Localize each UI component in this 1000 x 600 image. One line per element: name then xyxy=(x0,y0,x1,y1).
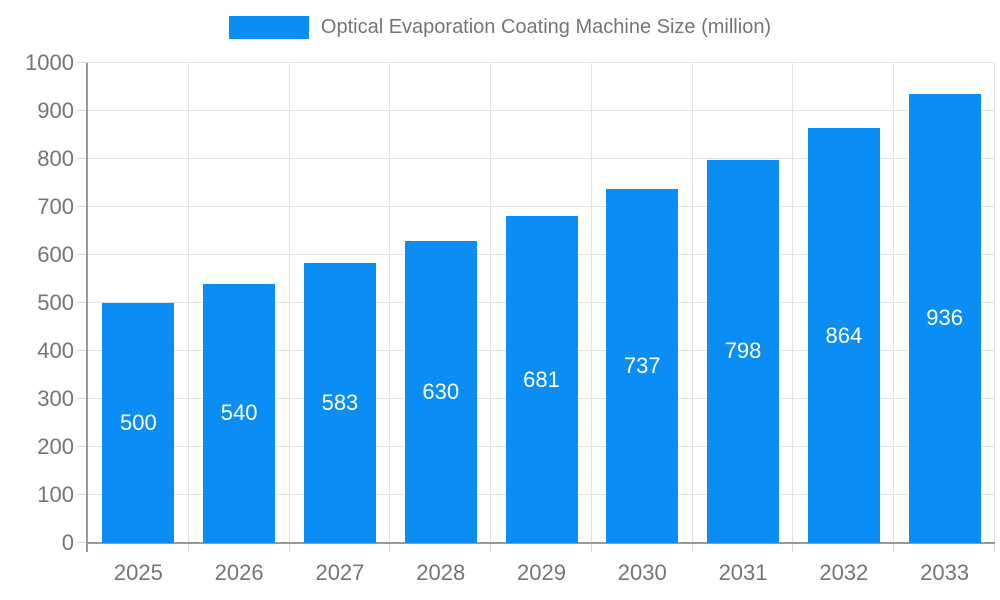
legend-swatch-icon xyxy=(228,16,309,39)
y-axis-tick xyxy=(78,62,88,63)
y-axis-tick xyxy=(78,206,88,207)
y-axis-label: 300 xyxy=(37,386,74,411)
bar-2027[interactable]: 583 xyxy=(303,263,376,543)
bar-2025[interactable]: 500 xyxy=(102,303,175,543)
bar-2031[interactable]: 798 xyxy=(707,159,780,543)
y-axis-label: 700 xyxy=(37,194,74,219)
y-axis-tick xyxy=(78,494,88,495)
y-axis-tick xyxy=(78,110,88,111)
y-axis-tick xyxy=(78,350,88,351)
x-gridline xyxy=(590,63,592,543)
x-axis-label: 2031 xyxy=(718,560,768,585)
bar-value-label: 540 xyxy=(220,400,258,426)
y-axis-label: 800 xyxy=(37,146,74,171)
y-gridline xyxy=(88,158,995,159)
y-axis-tick xyxy=(78,398,88,399)
x-axis-tick xyxy=(389,543,391,552)
x-axis-label: 2028 xyxy=(416,560,466,585)
y-axis-tick xyxy=(78,302,88,303)
y-gridline xyxy=(88,206,995,207)
bar-2033[interactable]: 936 xyxy=(908,93,981,543)
y-axis-label: 500 xyxy=(37,290,74,315)
y-axis-tick xyxy=(78,446,88,447)
bar-value-label: 798 xyxy=(724,338,762,364)
y-axis-label: 0 xyxy=(61,530,74,555)
x-axis-tick xyxy=(187,543,189,552)
y-axis-label: 400 xyxy=(37,338,74,363)
x-axis-tick xyxy=(590,543,592,552)
y-axis-tick xyxy=(78,542,88,543)
legend-label: Optical Evaporation Coating Machine Size… xyxy=(320,16,772,38)
x-axis-tick xyxy=(893,543,895,552)
x-axis-tick xyxy=(288,543,290,552)
y-axis-tick xyxy=(78,158,88,159)
bar-value-label: 500 xyxy=(120,410,157,435)
bar-value-label: 864 xyxy=(825,322,863,348)
legend[interactable]: Optical Evaporation Coating Machine Size… xyxy=(0,16,1000,39)
y-axis-tick xyxy=(78,254,88,255)
x-gridline xyxy=(490,63,492,543)
bar-value-label: 737 xyxy=(623,353,661,379)
bar-value-label: 583 xyxy=(321,390,359,416)
x-axis-label: 2029 xyxy=(517,560,566,585)
x-axis-label: 2032 xyxy=(819,560,869,585)
x-axis-label: 2027 xyxy=(315,560,365,585)
bar-2029[interactable]: 681 xyxy=(505,216,578,543)
x-axis-tick xyxy=(691,543,693,552)
x-axis-label: 2026 xyxy=(214,560,264,585)
x-axis-label: 2033 xyxy=(920,560,970,585)
x-gridline xyxy=(187,63,189,543)
x-gridline xyxy=(691,63,693,543)
x-gridline xyxy=(792,63,794,543)
x-gridline xyxy=(389,63,391,543)
x-axis-tick xyxy=(490,543,492,552)
x-axis-tick xyxy=(792,543,794,552)
bar-value-label: 681 xyxy=(523,366,560,392)
y-axis-label: 100 xyxy=(37,482,74,507)
y-axis-line xyxy=(86,63,88,552)
x-axis-label: 2025 xyxy=(113,560,163,585)
x-gridline xyxy=(288,63,290,543)
x-axis-line xyxy=(86,542,995,544)
bar-2028[interactable]: 630 xyxy=(404,240,477,543)
y-axis-label: 600 xyxy=(37,242,74,267)
y-axis-label: 200 xyxy=(37,434,74,459)
bar-2026[interactable]: 540 xyxy=(203,283,276,543)
y-axis-label: 1000 xyxy=(25,50,74,75)
bar-value-label: 936 xyxy=(926,305,963,331)
x-axis-label: 2030 xyxy=(617,560,667,585)
x-gridline xyxy=(994,63,995,543)
y-gridline xyxy=(88,110,995,111)
y-gridline xyxy=(88,62,995,63)
y-axis-label: 900 xyxy=(37,98,74,123)
x-gridline xyxy=(893,63,895,543)
bar-value-label: 630 xyxy=(422,378,460,404)
bar-2032[interactable]: 864 xyxy=(807,128,880,543)
x-axis-tick xyxy=(994,543,995,552)
bar-2030[interactable]: 737 xyxy=(606,189,679,543)
